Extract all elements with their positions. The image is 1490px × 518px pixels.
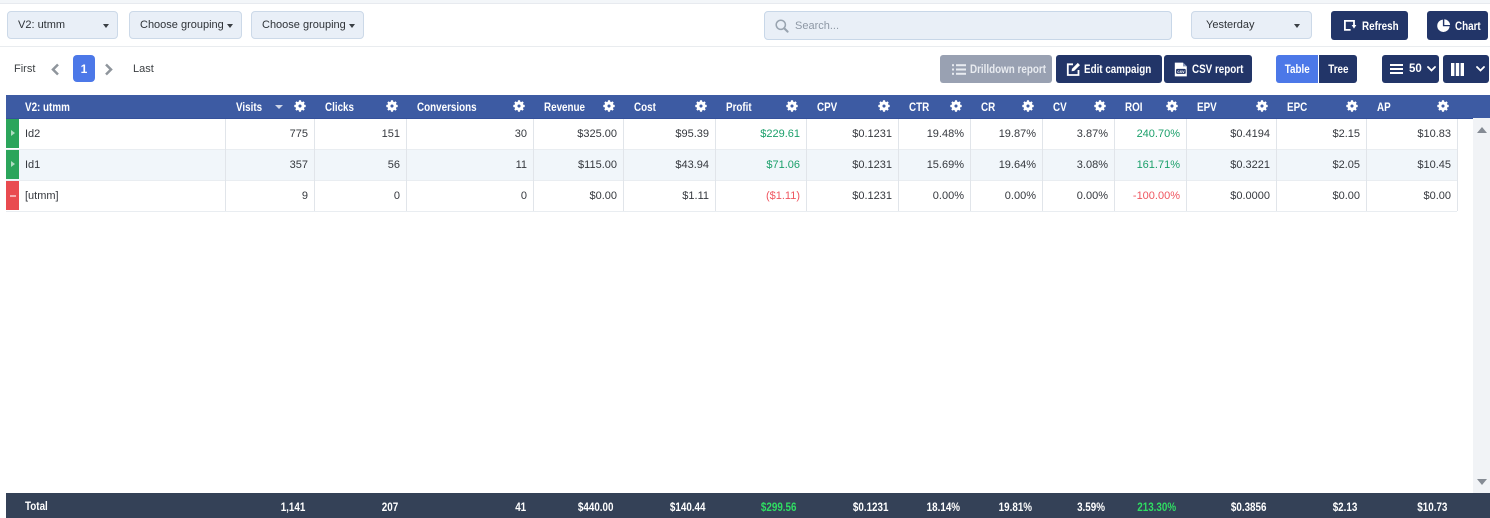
svg-text:csv: csv — [1177, 68, 1185, 73]
